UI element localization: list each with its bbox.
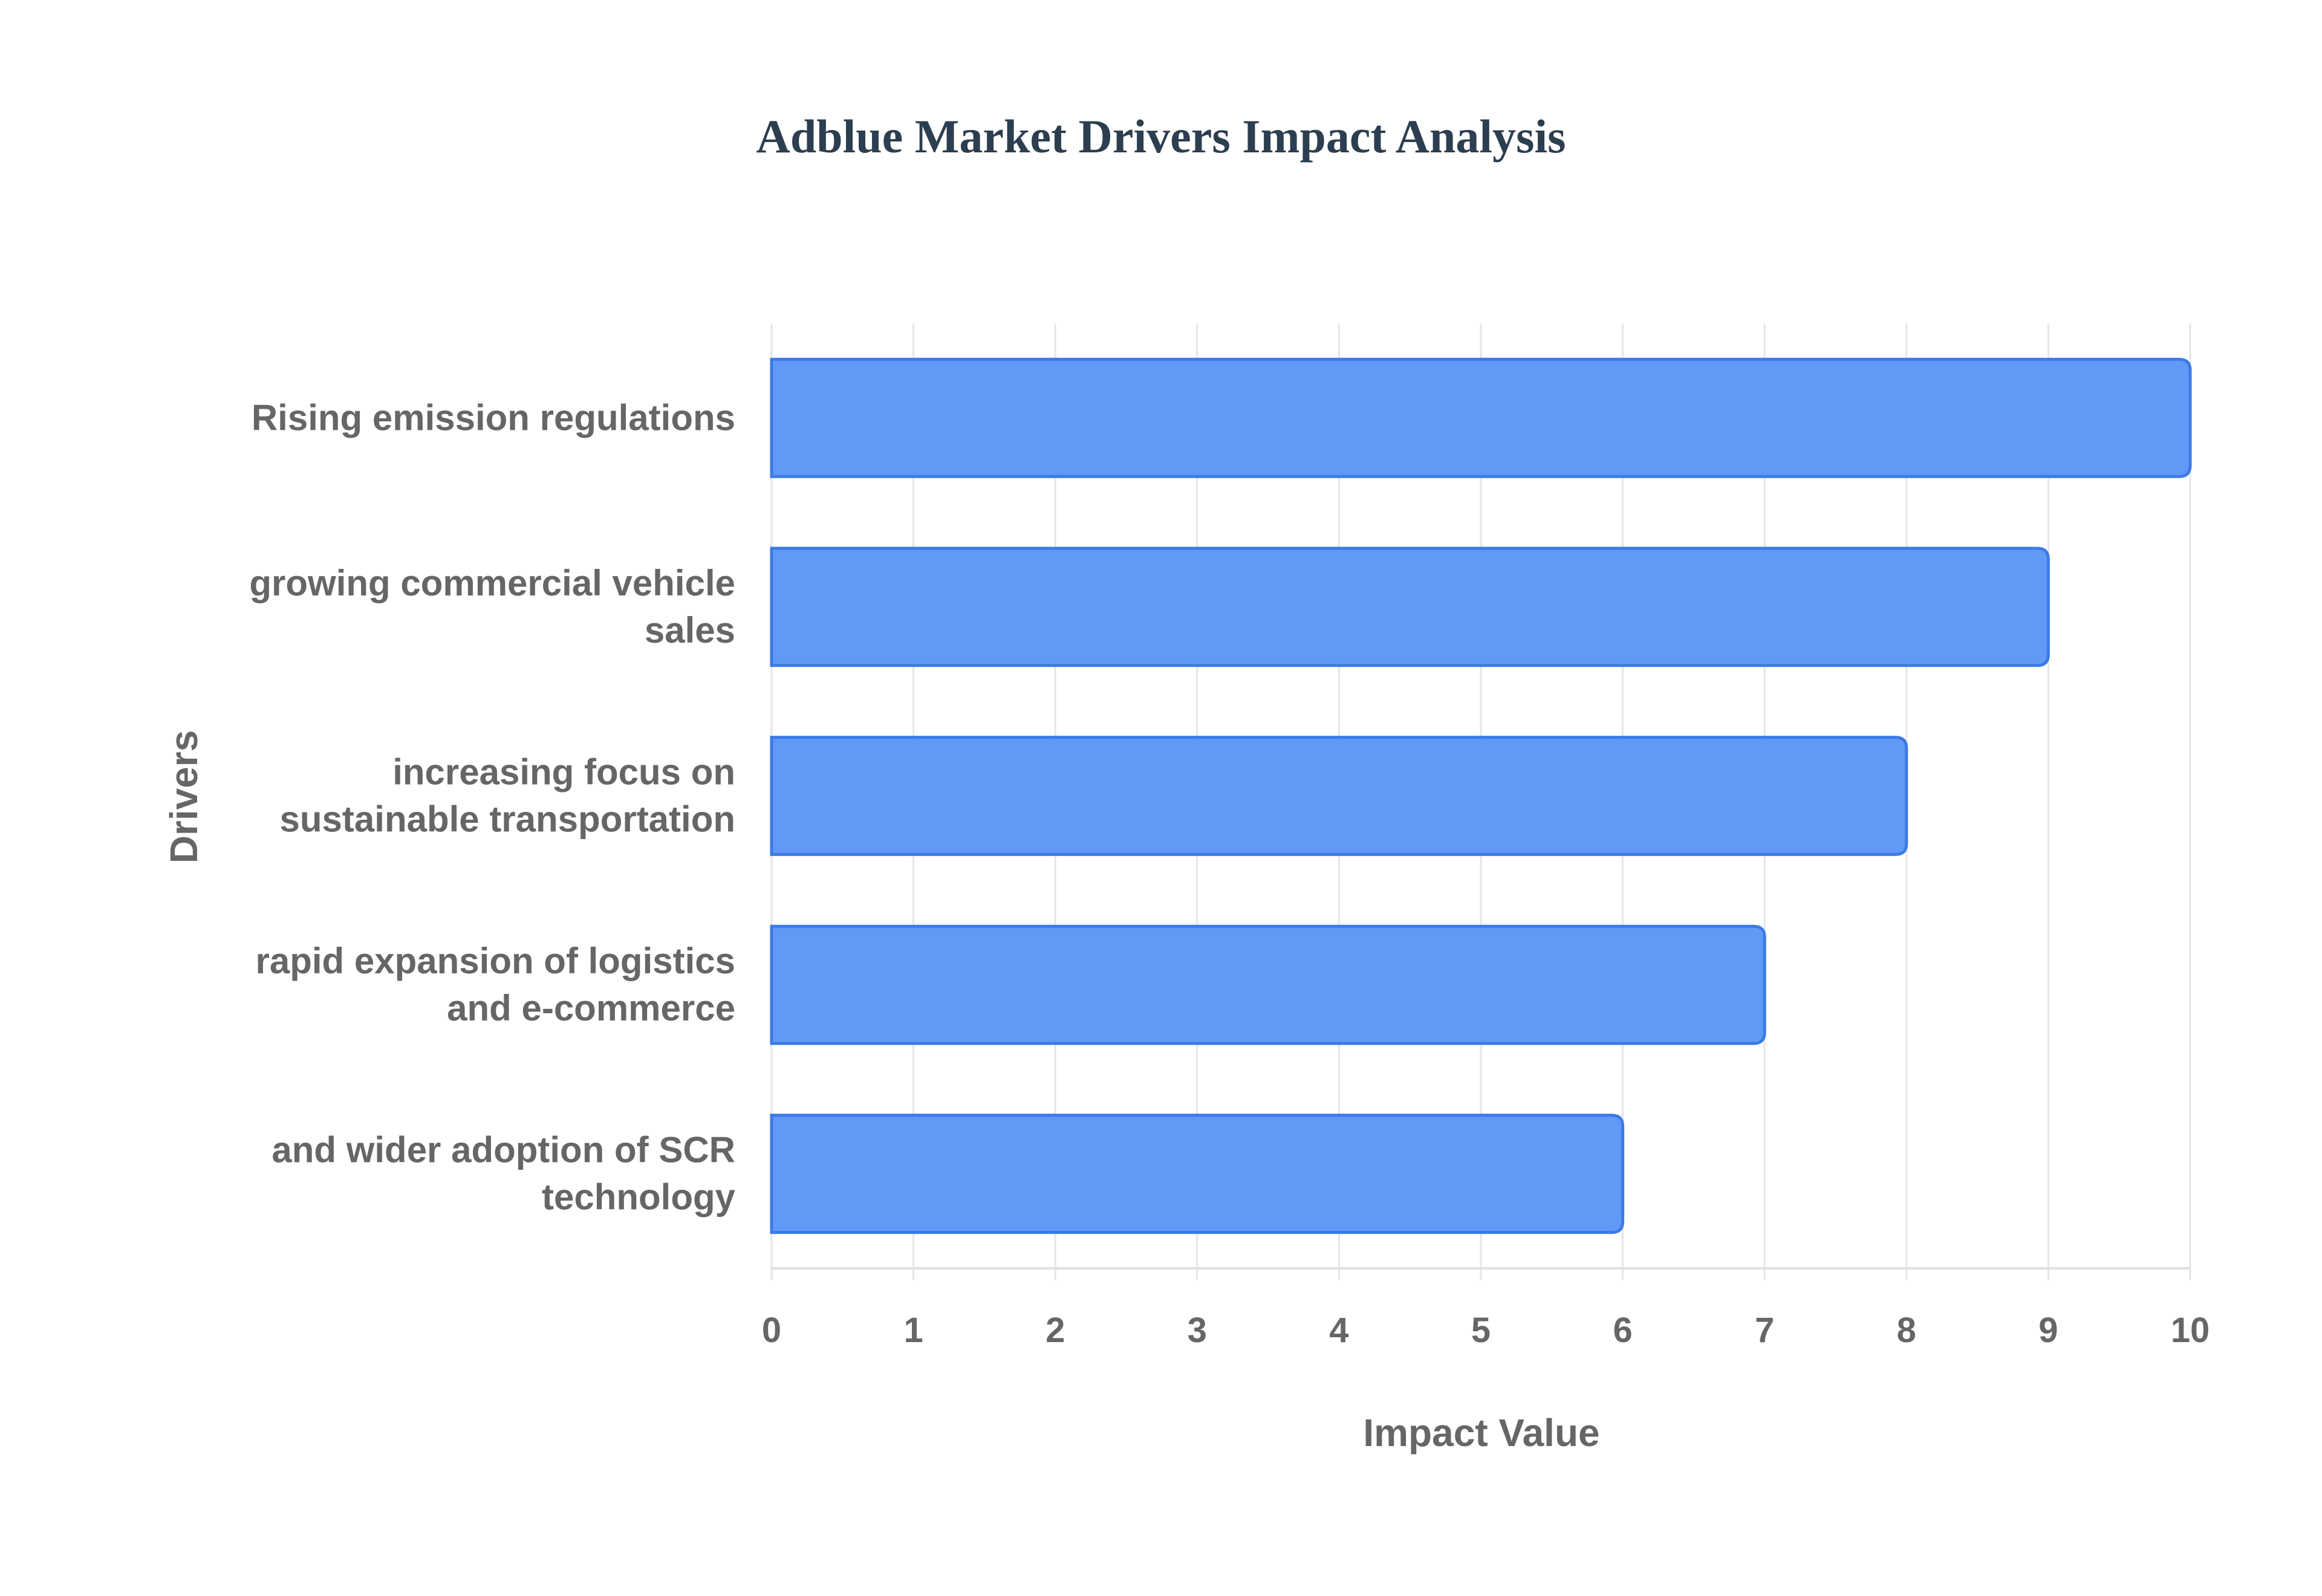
bar [770, 924, 1766, 1045]
x-tick-label: 0 [762, 1311, 781, 1350]
category-label: sustainable transportation [280, 799, 735, 840]
bar [770, 547, 2050, 667]
bar [770, 357, 2192, 478]
x-tick-label: 6 [1613, 1311, 1632, 1350]
x-tick-labels: 0 1 2 3 4 5 6 7 8 9 10 [762, 1311, 2210, 1350]
category-label: Rising emission regulations [252, 397, 735, 438]
category-label: growing commercial vehicle [249, 563, 735, 603]
x-tick-label: 1 [903, 1311, 923, 1350]
category-label: sales [645, 610, 735, 650]
y-axis-title: Drivers [162, 730, 206, 864]
category-label: technology [542, 1177, 736, 1218]
category-label: rapid expansion of logistics [256, 941, 735, 981]
x-tick-label: 5 [1471, 1311, 1491, 1350]
x-tick-label: 8 [1897, 1311, 1916, 1350]
category-labels: Rising emission regulations growing comme… [249, 397, 735, 1217]
category-label: and e-commerce [447, 988, 735, 1028]
x-tick-label: 2 [1046, 1311, 1065, 1350]
category-label: and wider adoption of SCR [272, 1130, 735, 1170]
x-tick-label: 7 [1755, 1311, 1774, 1350]
bars [770, 357, 2192, 1234]
bar [770, 1114, 1625, 1234]
x-tick-label: 3 [1188, 1311, 1207, 1350]
x-tick-label: 4 [1329, 1311, 1348, 1350]
chart-title: Adblue Market Drivers Impact Analysis [756, 110, 1566, 163]
x-tick-label: 9 [2038, 1311, 2058, 1350]
category-label: increasing focus on [392, 752, 735, 793]
x-tick-label: 10 [2171, 1311, 2210, 1350]
x-axis-title: Impact Value [1363, 1411, 1599, 1455]
bar [770, 736, 1908, 856]
